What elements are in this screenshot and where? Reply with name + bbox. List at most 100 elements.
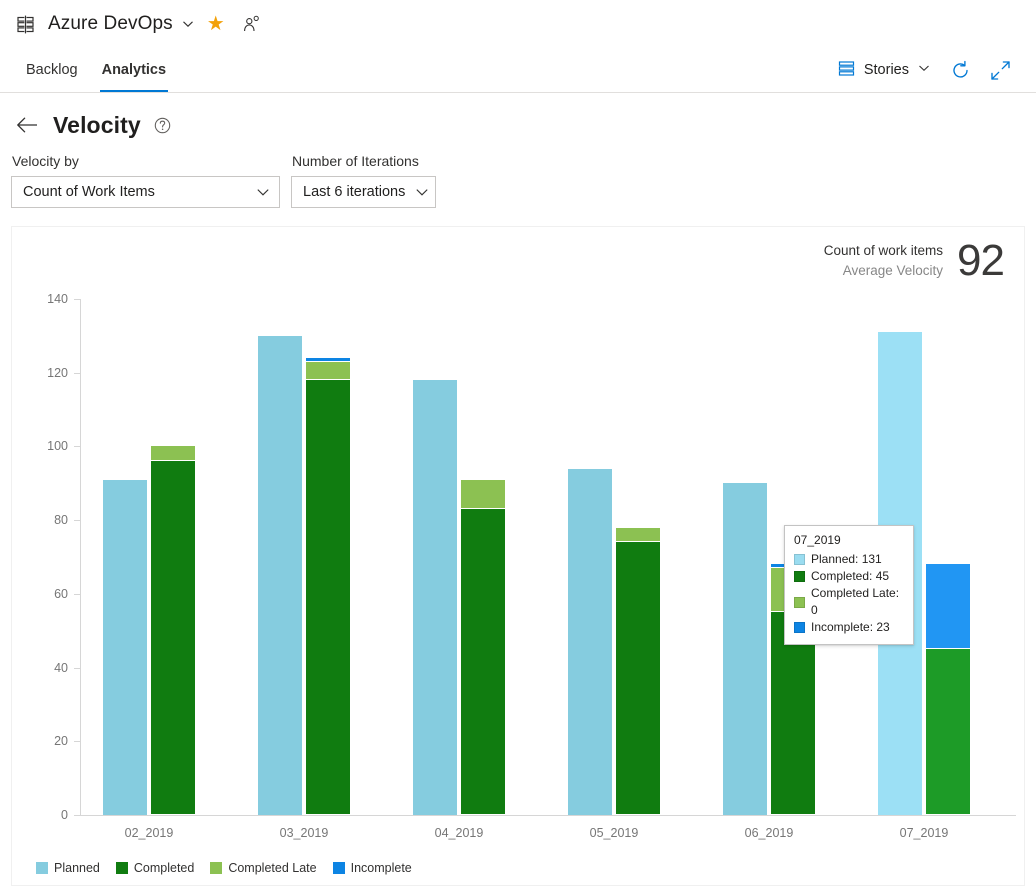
bar-planned[interactable] <box>568 468 612 815</box>
bar-group[interactable] <box>413 299 513 815</box>
filter-iterations-label: Number of Iterations <box>292 153 419 169</box>
summary-measure-label: Count of work items <box>823 243 944 259</box>
tab-bar: Backlog Analytics Stories <box>0 48 1036 93</box>
x-axis-label: 06_2019 <box>744 826 794 840</box>
bar-segment-incomplete <box>926 564 970 650</box>
bar-segment-planned <box>723 483 767 815</box>
legend-color-swatch <box>332 862 345 874</box>
x-axis-label: 04_2019 <box>434 826 484 840</box>
tooltip-row: Incomplete: 23 <box>794 619 904 636</box>
filter-velocity-by-label: Velocity by <box>12 153 79 169</box>
bar-segment-completed-late <box>306 361 350 381</box>
legend-item[interactable]: Completed Late <box>210 861 317 875</box>
y-axis-tick-label: 140 <box>47 292 68 306</box>
legend-color-swatch <box>210 862 223 874</box>
bar-segment-planned <box>568 468 612 815</box>
tooltip-row-label: Planned: 131 <box>811 552 882 566</box>
stories-selector[interactable]: Stories <box>828 48 940 92</box>
filter-velocity-by: Velocity by Count of Work Items <box>11 153 280 208</box>
y-axis-tick-mark <box>74 815 81 816</box>
tooltip-rows: Planned: 131 Completed: 45 Completed Late:… <box>794 551 904 636</box>
legend-color-swatch <box>36 862 48 874</box>
y-axis-line <box>80 299 81 815</box>
filter-bar: Velocity by Count of Work Items Number o… <box>0 137 1036 208</box>
help-circle-icon[interactable] <box>154 117 171 134</box>
bar-segment-completed <box>771 612 815 815</box>
page-title: Velocity <box>53 111 141 138</box>
tooltip-row: Completed: 45 <box>794 568 904 585</box>
x-axis-label: 05_2019 <box>589 826 639 840</box>
azure-boards-icon[interactable] <box>12 11 38 37</box>
back-arrow-icon[interactable] <box>16 116 38 134</box>
iterations-value: Last 6 iterations <box>303 184 406 200</box>
legend-label: Completed <box>133 861 195 875</box>
bar-planned[interactable] <box>413 380 457 815</box>
toolbar-actions: Stories <box>828 48 1036 92</box>
people-icon[interactable] <box>242 15 261 34</box>
y-axis-tick-mark <box>74 372 81 374</box>
bar-segment-completed <box>306 380 350 815</box>
tab-backlog[interactable]: Backlog <box>14 48 90 92</box>
tooltip-color-swatch <box>794 554 805 566</box>
bar-planned[interactable] <box>103 479 147 815</box>
bar-segment-completed-late <box>461 479 505 510</box>
tooltip-title: 07_2019 <box>794 533 841 547</box>
bar-segment-planned <box>258 335 302 815</box>
bar-group[interactable] <box>258 299 358 815</box>
bar-segment-completed <box>616 542 660 815</box>
bar-segment-planned <box>103 479 147 815</box>
y-axis-tick-label: 60 <box>54 586 68 601</box>
chart-legend: Planned Completed Completed Late Incomplete <box>36 861 420 875</box>
expand-icon <box>990 60 1010 80</box>
tooltip-color-swatch <box>794 571 805 583</box>
y-axis-tick-mark <box>74 299 81 300</box>
bar-group[interactable] <box>103 299 203 815</box>
legend-item[interactable]: Planned <box>36 861 100 875</box>
tooltip-row: Completed Late: 0 <box>794 585 904 619</box>
bar-group[interactable] <box>723 299 823 815</box>
stories-label: Stories <box>863 62 909 78</box>
bar-planned[interactable] <box>258 335 302 815</box>
x-axis-label: 02_2019 <box>124 826 174 840</box>
bar-segment-completed-late <box>616 527 660 543</box>
tooltip-color-swatch <box>794 596 805 608</box>
bar-group[interactable] <box>568 299 668 815</box>
fullscreen-button[interactable] <box>980 48 1020 92</box>
organization-name[interactable]: Azure DevOps <box>48 13 173 34</box>
bar-actual-stack[interactable] <box>306 358 350 815</box>
average-velocity-summary: Count of work items Average Velocity 92 <box>823 236 1005 285</box>
y-axis-tick-label: 120 <box>47 365 68 380</box>
tab-analytics[interactable]: Analytics <box>90 48 178 92</box>
filter-number-of-iterations: Number of Iterations Last 6 iterations <box>291 153 436 208</box>
y-axis-tick-mark <box>74 446 81 448</box>
x-axis-label: 07_2019 <box>899 826 949 840</box>
bar-segment-completed <box>461 509 505 815</box>
legend-item[interactable]: Completed <box>115 861 195 875</box>
bar-planned[interactable] <box>723 483 767 815</box>
bar-actual-stack[interactable] <box>926 564 970 815</box>
legend-label: Completed Late <box>228 861 317 875</box>
favorite-star-icon[interactable]: ★ <box>206 13 225 35</box>
average-velocity-value: 92 <box>957 236 1005 285</box>
bar-actual-stack[interactable] <box>151 446 195 815</box>
iterations-dropdown[interactable]: Last 6 iterations <box>291 176 436 208</box>
y-axis-tick-label: 0 <box>61 808 68 822</box>
refresh-button[interactable] <box>940 48 980 92</box>
legend-color-swatch <box>115 862 128 874</box>
chevron-down-icon <box>256 185 270 199</box>
legend-label: Incomplete <box>350 861 412 875</box>
legend-item[interactable]: Incomplete <box>332 861 412 875</box>
velocity-by-value: Count of Work Items <box>23 184 155 200</box>
velocity-by-dropdown[interactable]: Count of Work Items <box>11 176 280 208</box>
chart-bars <box>81 299 1016 815</box>
chevron-down-icon[interactable] <box>182 18 194 30</box>
bar-actual-stack[interactable] <box>461 479 505 815</box>
bar-actual-stack[interactable] <box>616 527 660 815</box>
tab-analytics-label: Analytics <box>101 62 167 78</box>
y-axis-tick-mark <box>74 667 81 669</box>
legend-label: Planned <box>54 861 100 875</box>
y-axis-tick-mark <box>74 520 81 522</box>
tooltip-row: Planned: 131 <box>794 551 904 568</box>
bar-segment-planned <box>413 380 457 815</box>
summary-average-label: Average Velocity <box>842 263 944 278</box>
